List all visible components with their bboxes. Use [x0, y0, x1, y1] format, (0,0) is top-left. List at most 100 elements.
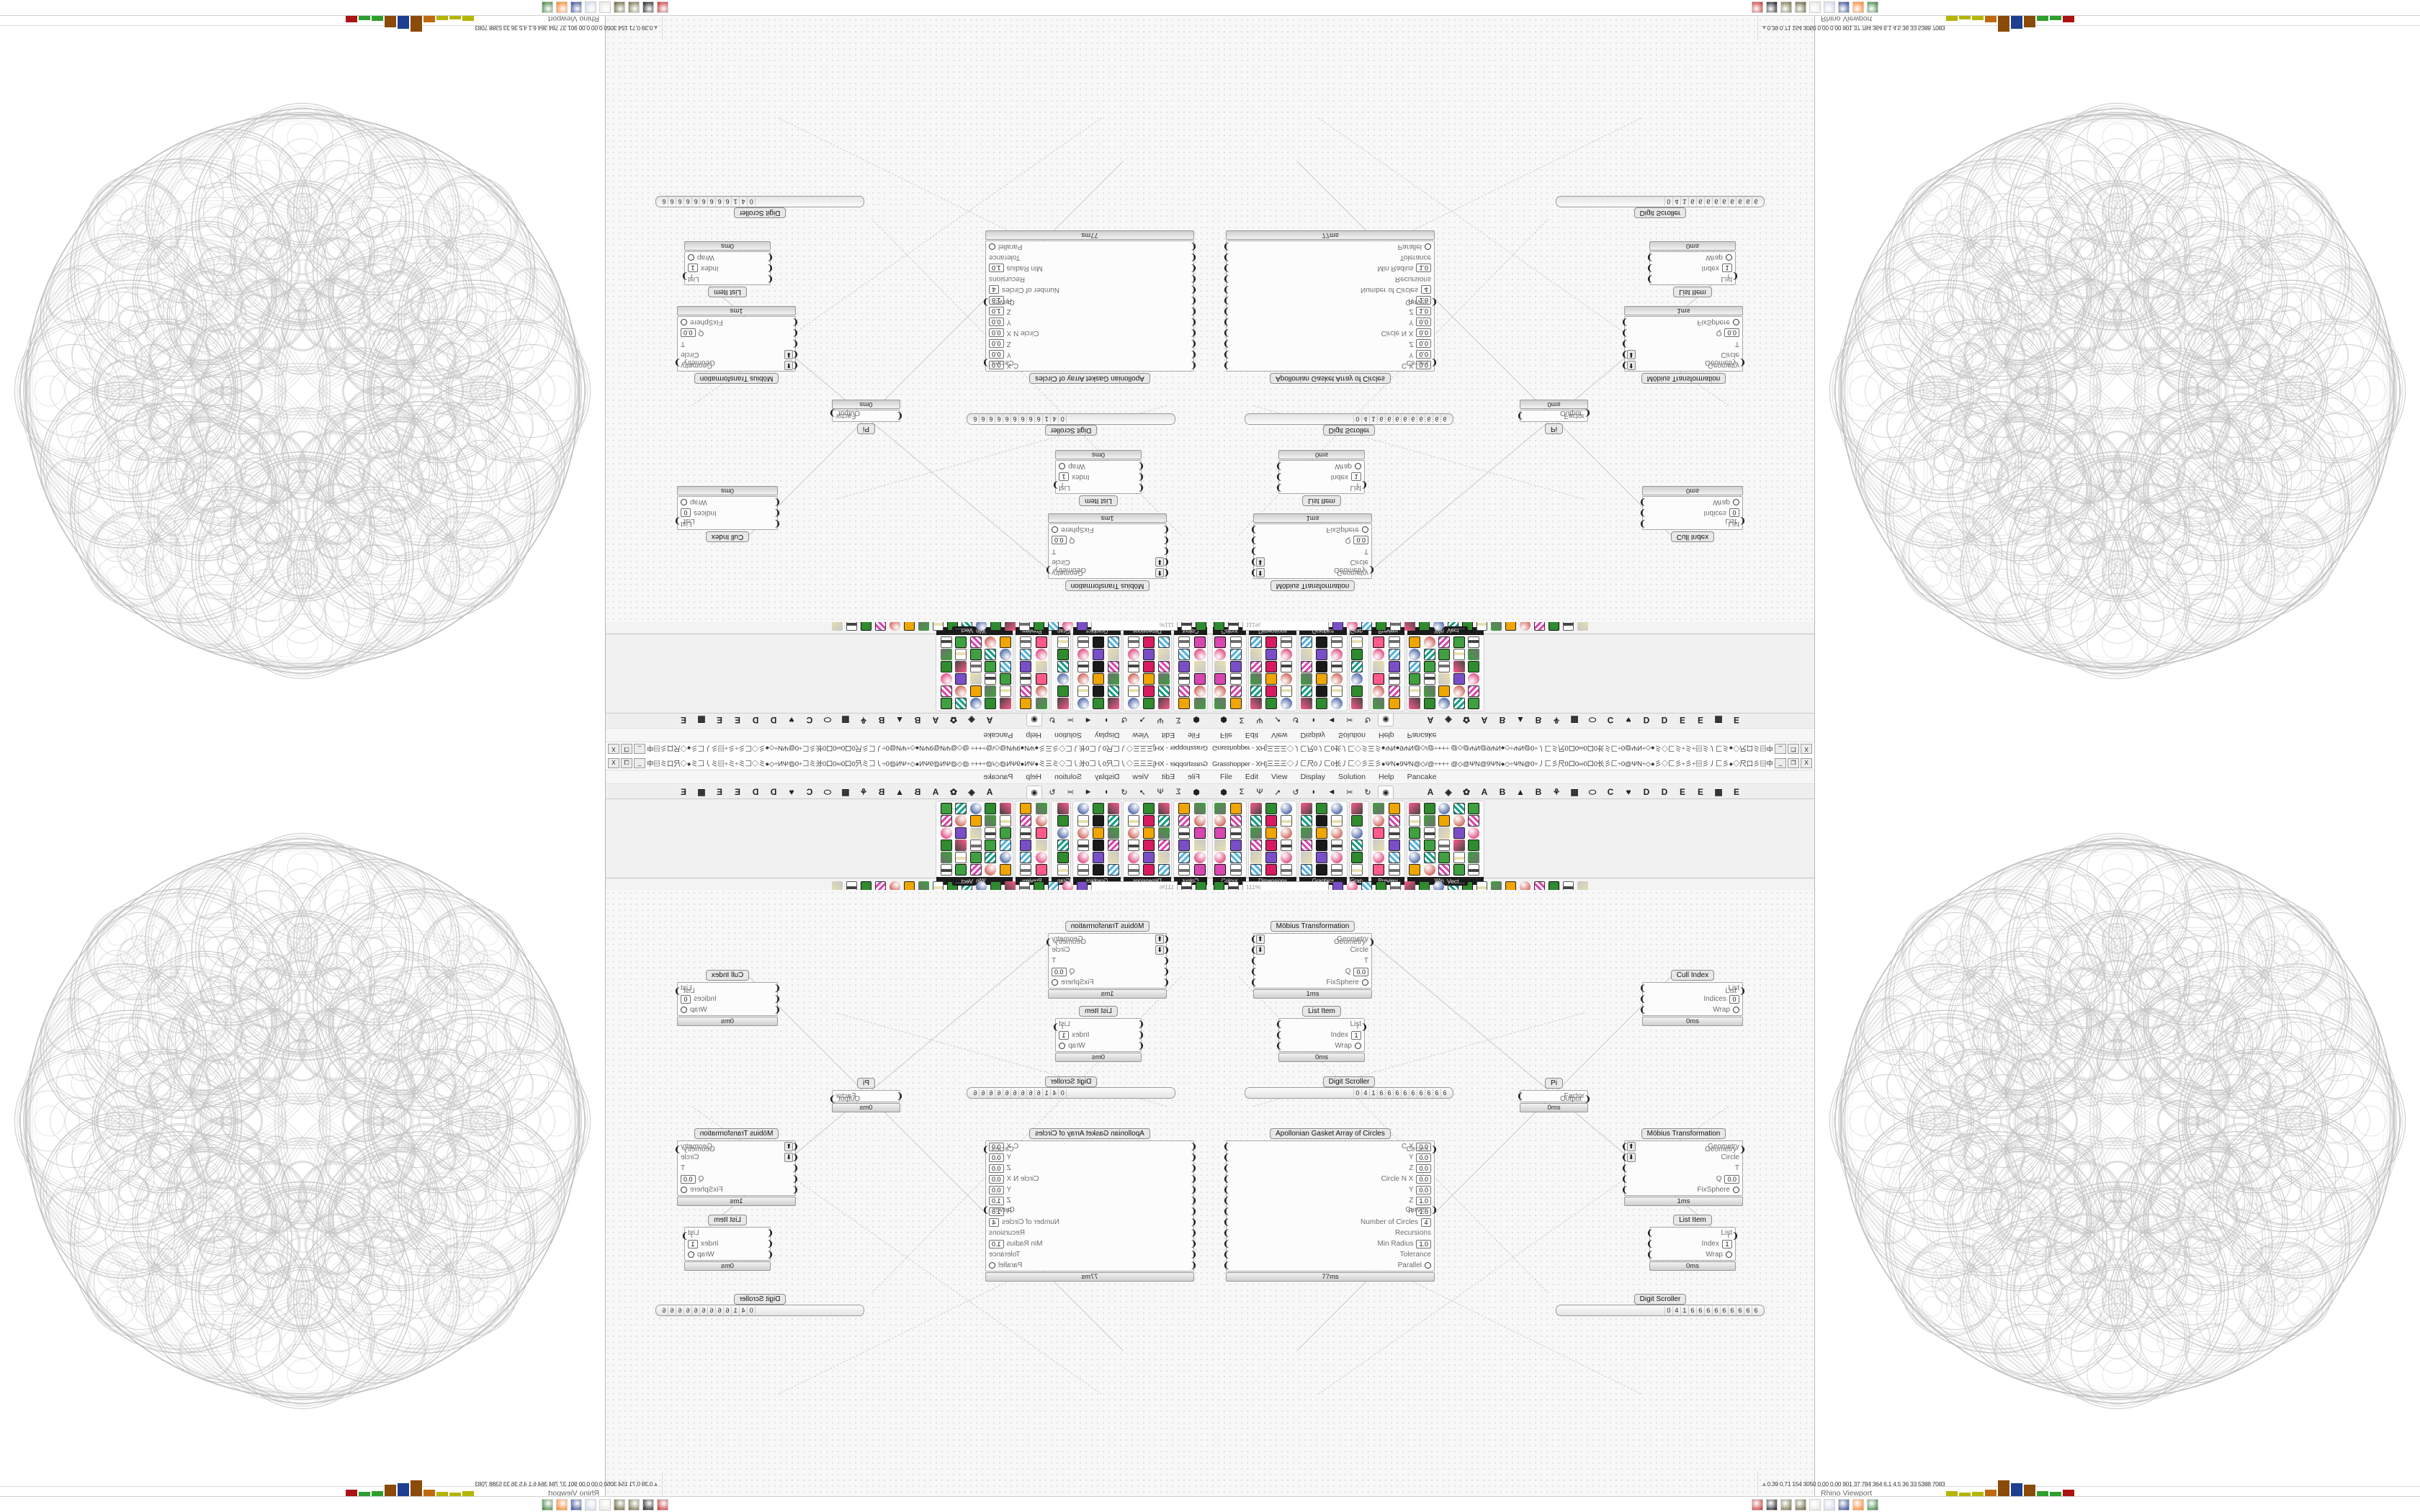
ribbon-icon[interactable] [985, 649, 997, 660]
input-port[interactable]: ❨ [792, 1143, 799, 1151]
gh-canvas[interactable]: Möbius Transformation Geometry ⬆ ❨ Circle ⬇ ❨ T… [1210, 14, 1814, 622]
tab-letter-8[interactable]: ▦ [1570, 787, 1579, 797]
tab-letter-7[interactable]: ⚘ [1552, 715, 1561, 725]
component-name-capsule[interactable]: List Item [1079, 495, 1118, 506]
ribbon-icon[interactable] [1000, 649, 1011, 660]
output-port[interactable]: ❩ [1731, 1232, 1739, 1241]
input-port[interactable]: ❨ [1137, 483, 1144, 492]
taskbar-document-icon[interactable] [1824, 1, 1835, 14]
ribbon-icon[interactable] [969, 815, 982, 827]
ribbon-icon[interactable] [955, 815, 967, 827]
input-port[interactable]: ❨ [896, 411, 903, 420]
tab-letter-17[interactable]: E [1733, 715, 1739, 725]
ribbon-icon[interactable] [1143, 649, 1155, 660]
tab-display-tab[interactable]: ◉ [1378, 714, 1394, 726]
param-value-field[interactable]: 0.0 [1416, 1164, 1431, 1173]
menu-item-help[interactable]: Help [1378, 773, 1394, 781]
tab-surface-tab[interactable]: ◗ [1103, 788, 1109, 796]
ribbon-icon[interactable] [1281, 827, 1292, 839]
input-port[interactable]: ❨ [1190, 1186, 1197, 1194]
ribbon-icon[interactable] [1331, 673, 1343, 685]
scroller-digit[interactable]: 6 [980, 1088, 988, 1098]
param-row[interactable]: Index 1 ❨ [1056, 1030, 1144, 1040]
input-port[interactable]: ❨ [1639, 508, 1646, 517]
ribbon-icon[interactable] [969, 661, 982, 672]
input-port[interactable]: ❨ [1223, 350, 1230, 359]
param-boolean-toggle[interactable] [1733, 319, 1739, 325]
ribbon-icon[interactable] [1229, 864, 1242, 876]
input-port[interactable]: ❨ [774, 498, 781, 506]
ribbon-icon[interactable] [1128, 840, 1139, 851]
ribbon-icon[interactable] [1158, 636, 1170, 648]
input-port[interactable]: ❨ [1646, 253, 1654, 261]
ribbon-icon[interactable] [1108, 685, 1119, 697]
tab-letter-0[interactable]: A [1427, 715, 1434, 725]
ribbon-icon[interactable] [1128, 852, 1139, 863]
ribbon-icon[interactable] [1351, 803, 1363, 814]
component-name-capsule[interactable]: List Item [1079, 1006, 1118, 1017]
ribbon-icon[interactable] [1453, 673, 1465, 685]
input-port[interactable]: ❨ [1190, 1153, 1197, 1162]
menu-item-view[interactable]: View [1271, 773, 1288, 781]
ribbon-icon[interactable] [1194, 815, 1206, 827]
input-port[interactable]: ❨ [1162, 968, 1170, 976]
input-port[interactable]: ❨ [1639, 1006, 1646, 1014]
input-port[interactable]: ❨ [1223, 307, 1230, 315]
scroller-digit[interactable]: 4 [1051, 414, 1059, 424]
ribbon-icon[interactable] [1000, 852, 1011, 863]
gh-component[interactable]: Cull Index List ❨ Indices 0 ❨ Wrap ❨ List ❩ 0ms [674, 969, 781, 1026]
ribbon-icon[interactable] [1093, 803, 1104, 814]
menu-item-display[interactable]: Display [1094, 731, 1120, 739]
output-port[interactable]: ❩ [982, 358, 990, 366]
scroller-digit[interactable]: 4 [1361, 1088, 1369, 1098]
ribbon-icon[interactable] [969, 840, 982, 851]
ribbon-icon[interactable] [1409, 827, 1420, 839]
tab-letter-1[interactable]: ◈ [1445, 715, 1452, 725]
scroller-digit[interactable]: 6 [1011, 1088, 1020, 1098]
gh-component[interactable]: Digit Scroller 0 4 1 6 6 6 6 6 6 6 6 6 [967, 1076, 1175, 1099]
input-port[interactable]: ❨ [1223, 253, 1230, 261]
ribbon-icon[interactable] [1036, 827, 1047, 839]
ribbon-icon[interactable] [969, 673, 982, 685]
ribbon-icon[interactable] [1020, 636, 1032, 648]
scroller-digit[interactable]: 6 [724, 197, 732, 207]
input-port[interactable]: ❨ [792, 318, 799, 326]
input-port[interactable]: ❨ [1223, 1251, 1230, 1259]
ribbon-icon[interactable] [1178, 827, 1191, 839]
ribbon-icon[interactable] [1036, 649, 1047, 660]
ribbon-icon[interactable] [1453, 827, 1465, 839]
param-row[interactable]: Q 0.0 ❨ [1049, 535, 1170, 546]
ribbon-icon[interactable] [1409, 852, 1420, 863]
param-value-field[interactable]: 0.0 [1353, 536, 1368, 545]
tab-letter-12[interactable]: D [1643, 715, 1650, 725]
ribbon-icon[interactable] [955, 864, 967, 876]
menu-item-help[interactable]: Help [1378, 731, 1394, 739]
ribbon-icon[interactable] [1409, 803, 1420, 814]
tab-letter-7[interactable]: ⚘ [859, 787, 868, 797]
param-row[interactable]: Z 1.0 ❨ [986, 1195, 1197, 1206]
taskbar-terminal-icon[interactable] [1867, 1, 1878, 14]
component-name-capsule[interactable]: Möbius Transformation [1641, 1128, 1726, 1139]
param-row[interactable]: Number of Circles 4 ❨ [986, 1217, 1197, 1228]
maximize-button[interactable]: ❐ [621, 757, 632, 768]
scroller-digit[interactable]: 6 [716, 1305, 725, 1315]
ribbon-icon[interactable] [1093, 840, 1104, 851]
param-boolean-toggle[interactable] [1425, 243, 1431, 250]
gh-component[interactable]: Cull Index List ❨ Indices 0 ❨ Wrap ❨ List ❩ 0ms [1639, 969, 1746, 1026]
ribbon-icon[interactable] [1281, 649, 1292, 660]
param-value-field[interactable]: 1.0 [1416, 1239, 1431, 1248]
param-value-field[interactable]: 0.0 [989, 1153, 1004, 1162]
ribbon-icon[interactable] [1281, 698, 1292, 709]
input-port[interactable]: ❨ [1137, 1020, 1144, 1029]
param-boolean-toggle[interactable] [1733, 1187, 1739, 1193]
param-value-field[interactable]: 0.0 [1353, 967, 1368, 976]
tab-letter-15[interactable]: E [1697, 787, 1703, 797]
ribbon-icon[interactable] [940, 636, 952, 648]
input-port[interactable]: ❨ [1190, 1197, 1197, 1205]
ribbon-icon[interactable] [1265, 852, 1277, 863]
ribbon-icon[interactable] [1194, 649, 1206, 660]
component-name-capsule[interactable]: List Item [1302, 495, 1341, 506]
ribbon-icon[interactable] [1194, 698, 1206, 709]
param-value-field[interactable]: 1.0 [989, 1239, 1004, 1248]
